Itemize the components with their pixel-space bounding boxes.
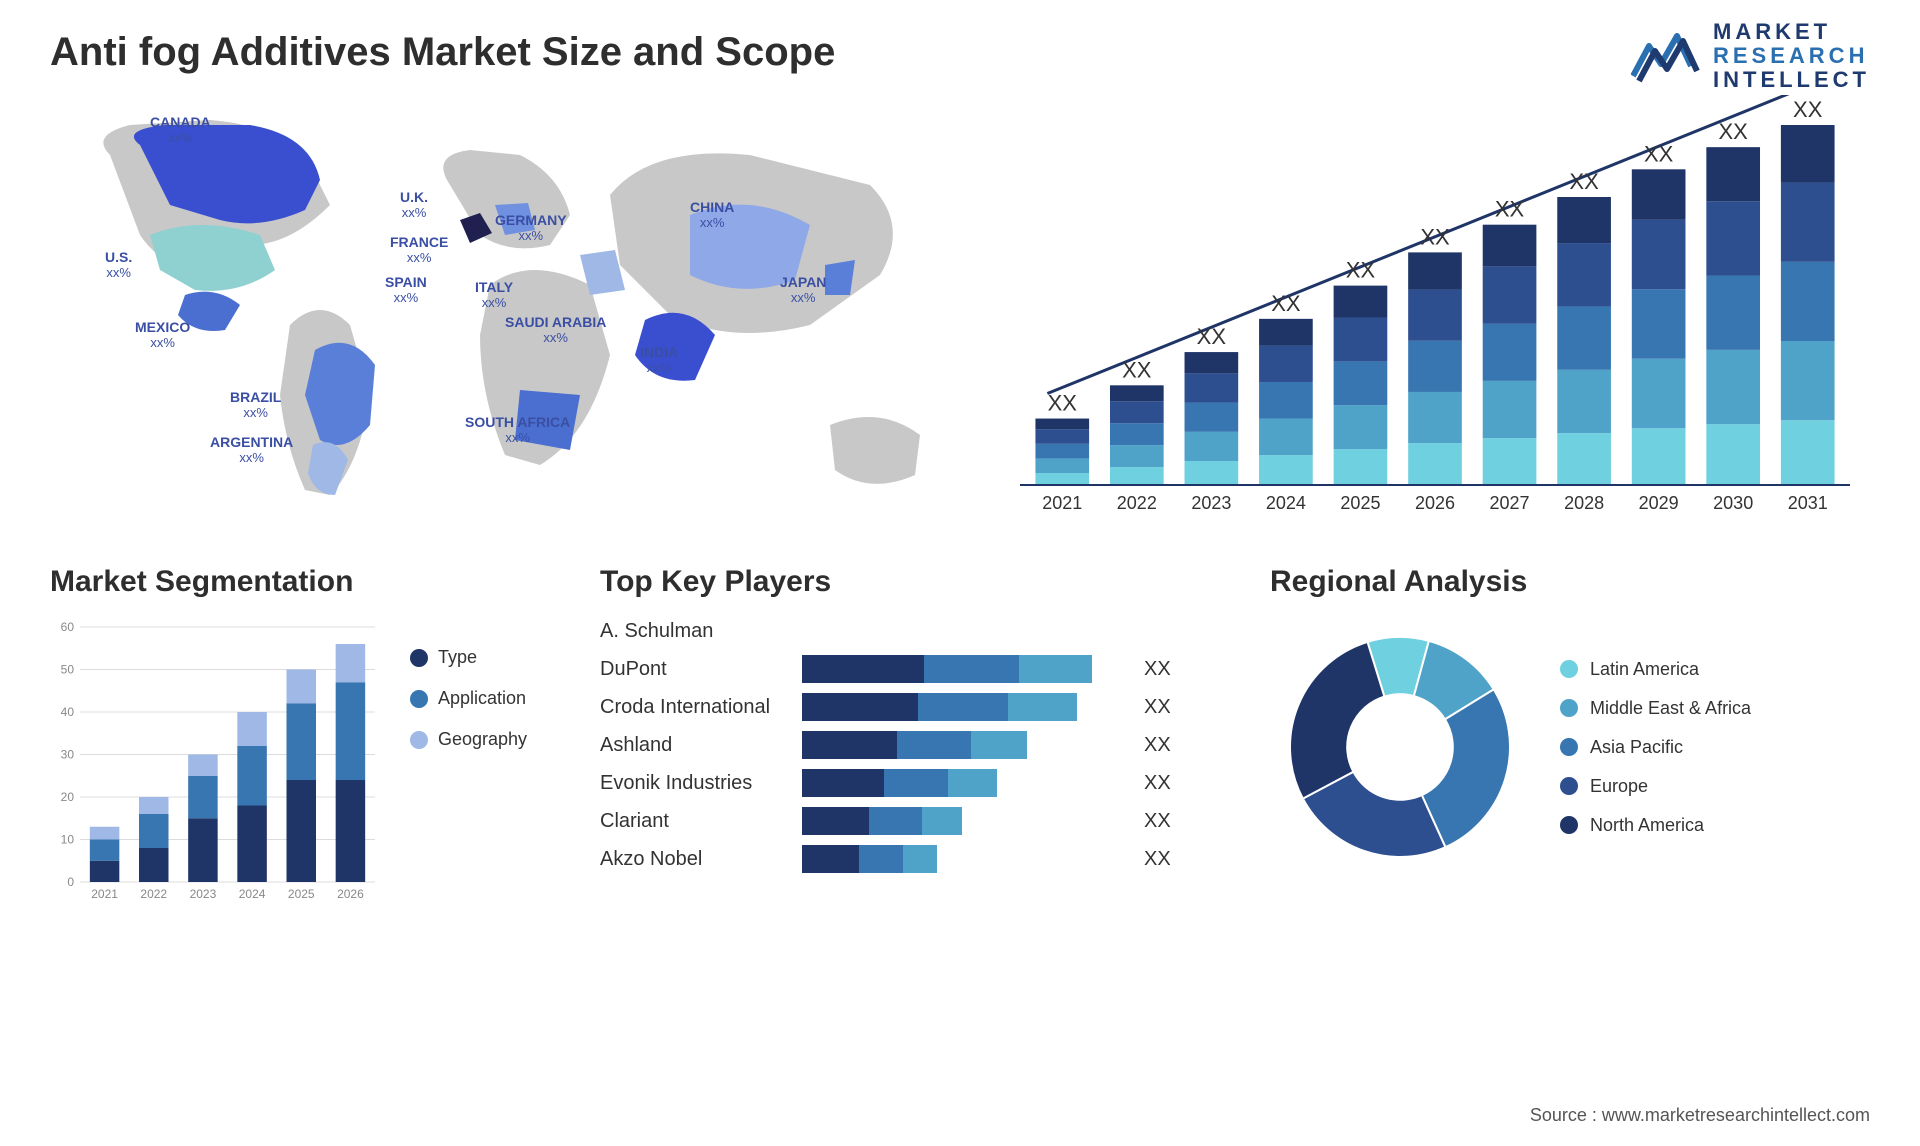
segmentation-title: Market Segmentation <box>50 565 570 599</box>
segmentation-chart: 0 10 20 30 40 50 60 2021 2022 2023 2024 2025 2026 <box>50 617 380 907</box>
svg-text:XX: XX <box>1719 119 1749 144</box>
map-country-label: SPAINxx% <box>385 275 427 306</box>
svg-text:XX: XX <box>1346 258 1376 283</box>
player-row: Akzo NobelXX <box>600 845 1240 873</box>
map-country-label: ARGENTINAxx% <box>210 435 293 466</box>
svg-text:XX: XX <box>1495 197 1525 222</box>
player-row: AshlandXX <box>600 731 1240 759</box>
map-country-label: BRAZILxx% <box>230 390 281 421</box>
map-country-label: U.K.xx% <box>400 190 428 221</box>
svg-text:XX: XX <box>1271 291 1301 316</box>
svg-text:2024: 2024 <box>239 887 266 901</box>
svg-text:20: 20 <box>61 790 75 804</box>
svg-text:2024: 2024 <box>1266 493 1306 513</box>
map-country-label: INDIAxx% <box>640 345 678 376</box>
legend-item: Latin America <box>1560 659 1751 680</box>
svg-text:2026: 2026 <box>1415 493 1455 513</box>
svg-text:0: 0 <box>67 875 74 889</box>
regional-legend: Latin America Middle East & Africa Asia Pa… <box>1560 659 1751 836</box>
svg-text:XX: XX <box>1122 357 1152 382</box>
player-row: Croda InternationalXX <box>600 693 1240 721</box>
map-country-label: MEXICOxx% <box>135 320 190 351</box>
svg-text:2028: 2028 <box>1564 493 1604 513</box>
svg-text:40: 40 <box>61 705 75 719</box>
legend-item: Geography <box>410 729 527 750</box>
svg-text:2022: 2022 <box>140 887 167 901</box>
legend-item: Europe <box>1560 776 1751 797</box>
player-row: ClariantXX <box>600 807 1240 835</box>
legend-item: Asia Pacific <box>1560 737 1751 758</box>
map-country-label: FRANCExx% <box>390 235 448 266</box>
svg-text:2022: 2022 <box>1117 493 1157 513</box>
player-row: Evonik IndustriesXX <box>600 769 1240 797</box>
player-row: DuPontXX <box>600 655 1240 683</box>
regional-title: Regional Analysis <box>1270 565 1870 599</box>
growth-bar-chart: XX 2021 XX 2022 XX 2023 XX 2024 XX 2025 XX 2026 XX 20… <box>990 95 1870 525</box>
svg-text:30: 30 <box>61 748 75 762</box>
svg-text:2026: 2026 <box>337 887 364 901</box>
svg-text:2027: 2027 <box>1490 493 1530 513</box>
page-title: Anti fog Additives Market Size and Scope <box>50 30 1870 75</box>
svg-text:2023: 2023 <box>190 887 217 901</box>
svg-text:2023: 2023 <box>1191 493 1231 513</box>
svg-text:2031: 2031 <box>1788 493 1828 513</box>
svg-text:XX: XX <box>1048 391 1078 416</box>
svg-text:10: 10 <box>61 833 75 847</box>
player-row: A. Schulman <box>600 617 1240 645</box>
segmentation-panel: Market Segmentation 0 10 20 30 40 50 60 2021 202… <box>50 565 570 907</box>
logo-text-3: INTELLECT <box>1713 68 1870 92</box>
map-country-label: JAPANxx% <box>780 275 826 306</box>
key-players-title: Top Key Players <box>600 565 1240 599</box>
map-country-label: U.S.xx% <box>105 250 132 281</box>
logo-text-1: MARKET <box>1713 20 1870 44</box>
regional-donut-chart <box>1270 617 1530 877</box>
key-players-list: A. Schulman DuPontXX Croda InternationalXX… <box>600 617 1240 873</box>
svg-text:60: 60 <box>61 620 75 634</box>
world-map-panel: CANADAxx% U.S.xx% MEXICOxx% BRAZILxx% ARGENT… <box>50 95 950 525</box>
svg-text:2025: 2025 <box>288 887 315 901</box>
svg-text:2021: 2021 <box>91 887 118 901</box>
map-country-label: CHINAxx% <box>690 200 734 231</box>
map-country-label: GERMANYxx% <box>495 213 567 244</box>
map-country-label: SAUDI ARABIAxx% <box>505 315 606 346</box>
legend-item: Type <box>410 647 527 668</box>
svg-text:XX: XX <box>1420 224 1450 249</box>
map-country-label: CANADAxx% <box>150 115 211 146</box>
svg-text:XX: XX <box>1793 97 1823 122</box>
key-players-panel: Top Key Players A. Schulman DuPontXX Croda… <box>600 565 1240 907</box>
source-text: Source : www.marketresearchintellect.com <box>1530 1105 1870 1126</box>
logo-mark-icon <box>1631 26 1701 86</box>
map-country-label: ITALYxx% <box>475 280 513 311</box>
legend-item: North America <box>1560 815 1751 836</box>
svg-text:XX: XX <box>1644 141 1674 166</box>
logo-text-2: RESEARCH <box>1713 44 1870 68</box>
regional-panel: Regional Analysis Latin America Middle Ea… <box>1270 565 1870 907</box>
segmentation-legend: Type Application Geography <box>410 617 527 907</box>
svg-text:2021: 2021 <box>1042 493 1082 513</box>
svg-text:2029: 2029 <box>1639 493 1679 513</box>
svg-text:2025: 2025 <box>1340 493 1380 513</box>
svg-text:XX: XX <box>1197 324 1227 349</box>
legend-item: Application <box>410 688 527 709</box>
svg-text:XX: XX <box>1569 169 1599 194</box>
svg-text:50: 50 <box>61 663 75 677</box>
svg-text:2030: 2030 <box>1713 493 1753 513</box>
brand-logo: MARKET RESEARCH INTELLECT <box>1631 20 1870 93</box>
legend-item: Middle East & Africa <box>1560 698 1751 719</box>
map-country-label: SOUTH AFRICAxx% <box>465 415 570 446</box>
